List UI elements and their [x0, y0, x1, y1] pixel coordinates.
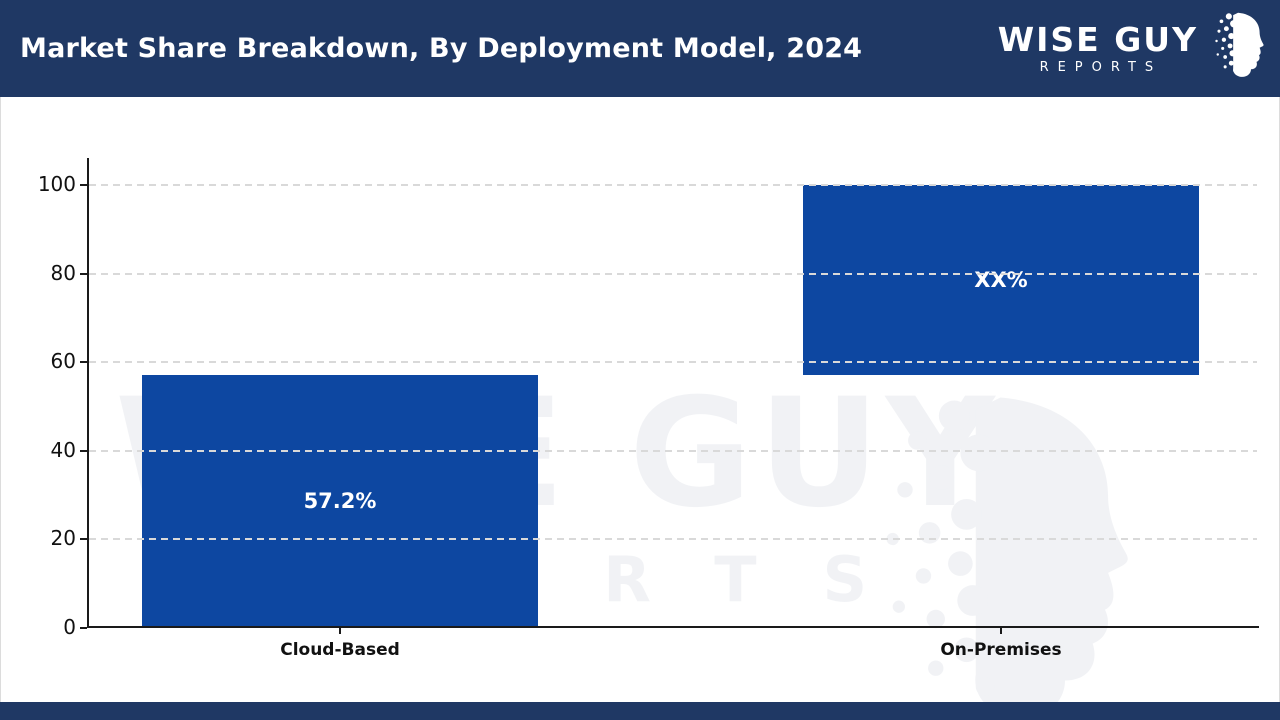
gridline-20 [89, 538, 1257, 541]
y-tick-label-60: 60 [50, 349, 76, 374]
gridline-80 [89, 272, 1257, 275]
gridline-100 [89, 184, 1257, 186]
plot-area: WISE GUY REPORTS 0 20 40 60 80 100 57.2% C [0, 97, 1280, 719]
footer-banner [0, 702, 1280, 720]
x-category-label: On-Premises [940, 640, 1062, 660]
wiseguy-face-icon [1215, 12, 1264, 77]
x-tick-mark-2 [1000, 628, 1002, 634]
y-tick-label-100: 100 [37, 172, 76, 196]
y-tick-mark-40 [80, 449, 87, 452]
y-tick-mark-60 [80, 361, 87, 364]
y-tick-label-40: 40 [50, 437, 76, 462]
logo-subtitle: REPORTS [1039, 59, 1163, 75]
y-tick-mark-0 [80, 627, 87, 629]
y-tick-label-20: 20 [50, 526, 76, 551]
page-title: Market Share Breakdown, By Deployment Mo… [20, 33, 863, 64]
bar-value-label: 57.2% [303, 489, 377, 514]
y-axis-line [87, 158, 89, 628]
y-tick-label-80: 80 [50, 260, 76, 285]
bar-on-premises: XX% [803, 185, 1199, 375]
y-tick-mark-80 [80, 272, 87, 275]
gridline-60 [89, 361, 1257, 364]
bar-cloud-based: 57.2% [142, 374, 538, 628]
x-tick-mark-1 [339, 628, 341, 634]
y-tick-mark-100 [80, 184, 87, 186]
bar-value-label: XX% [974, 267, 1028, 292]
wiseguy-logo-text: WISE GUY REPORTS [998, 23, 1198, 75]
logo-wordmark: WISE GUY [997, 20, 1198, 60]
header-banner: Market Share Breakdown, By Deployment Mo… [0, 0, 1280, 97]
gridline-40 [89, 449, 1257, 452]
x-category-label: Cloud-Based [280, 640, 400, 660]
watermark-face-icon [886, 397, 1128, 719]
y-tick-label-0: 0 [63, 615, 76, 639]
x-axis-line [87, 626, 1259, 628]
wiseguy-logo: WISE GUY REPORTS [998, 6, 1266, 92]
y-tick-mark-20 [80, 538, 87, 541]
